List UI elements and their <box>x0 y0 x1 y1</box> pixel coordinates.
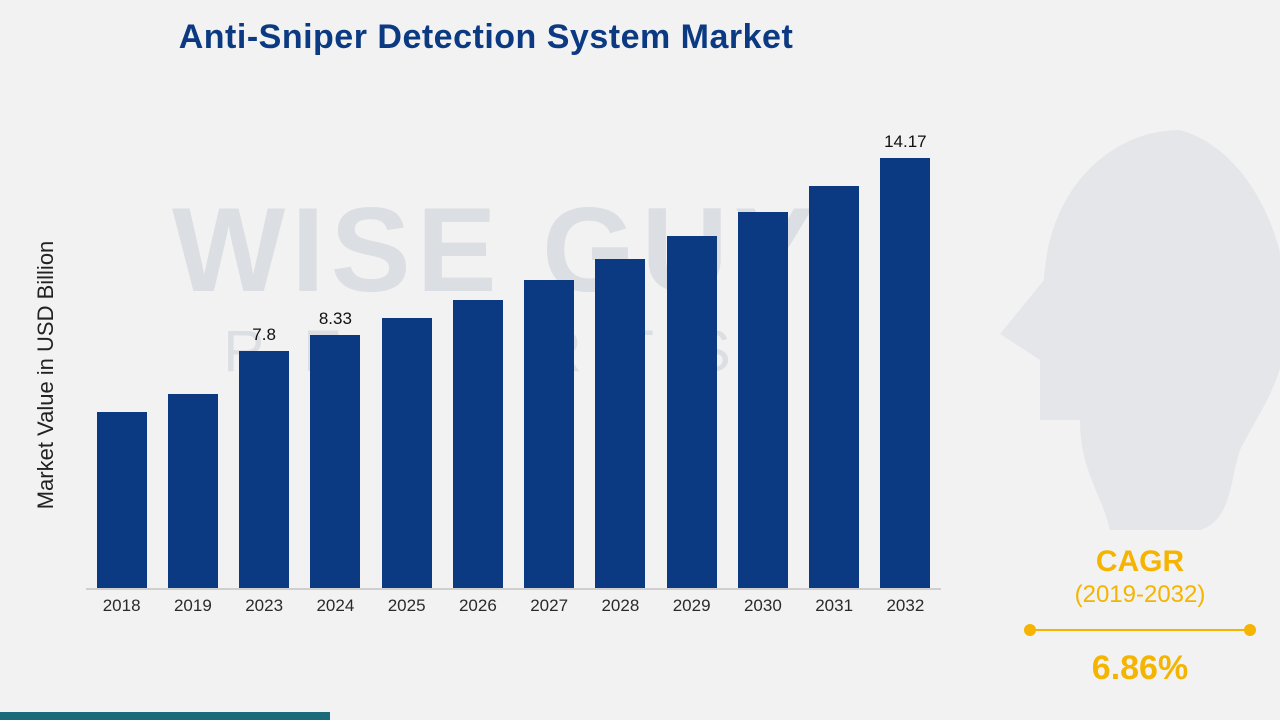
page-root: WISE GUY REPORTS <box>0 0 1280 720</box>
bar-category-label: 2019 <box>157 596 228 616</box>
y-axis-label: Market Value in USD Billion <box>33 241 59 510</box>
bar <box>738 212 788 588</box>
right-panel: WISE GUY REPORTS <box>970 0 1280 720</box>
bar-slot: 14.172032 <box>870 148 941 588</box>
chart-title: Anti-Sniper Detection System Market <box>6 18 966 57</box>
bar <box>880 158 930 588</box>
bar-category-label: 2027 <box>514 596 585 616</box>
bar-slot: 2030 <box>727 148 798 588</box>
bar-category-label: 2031 <box>799 596 870 616</box>
cagr-value: 6.86% <box>1000 649 1280 688</box>
bar-slot: 2025 <box>371 148 442 588</box>
bar-category-label: 2030 <box>727 596 798 616</box>
bar-category-label: 2025 <box>371 596 442 616</box>
bar <box>809 186 859 588</box>
chart-card: Anti-Sniper Detection System Market WISE… <box>6 0 966 710</box>
bar <box>453 300 503 588</box>
bar-slot: 2019 <box>157 148 228 588</box>
bar-value-label: 7.8 <box>229 325 300 345</box>
bar-slot: 2027 <box>514 148 585 588</box>
bar-slot: 8.332024 <box>300 148 371 588</box>
bar-slot: 2031 <box>799 148 870 588</box>
bar-slot: 2026 <box>442 148 513 588</box>
bar <box>310 335 360 588</box>
bar-value-label: 14.17 <box>870 132 941 152</box>
bar-chart-plot: 201820197.820238.33202420252026202720282… <box>86 150 941 590</box>
bottom-accent-strip <box>0 712 330 720</box>
cagr-period: (2019-2032) <box>1000 581 1280 609</box>
bar-slot: 2028 <box>585 148 656 588</box>
bar-category-label: 2018 <box>86 596 157 616</box>
cagr-divider <box>1030 629 1250 631</box>
bar-category-label: 2032 <box>870 596 941 616</box>
bar <box>667 236 717 588</box>
bar <box>168 394 218 588</box>
bar-slot: 7.82023 <box>229 148 300 588</box>
bar <box>97 412 147 588</box>
bar <box>595 259 645 588</box>
bar <box>382 318 432 588</box>
bar-category-label: 2023 <box>229 596 300 616</box>
bar-slot: 2029 <box>656 148 727 588</box>
bar <box>239 351 289 588</box>
bar-category-label: 2028 <box>585 596 656 616</box>
cagr-title: CAGR <box>1000 545 1280 579</box>
bar-value-label: 8.33 <box>300 309 371 329</box>
bar-slot: 2018 <box>86 148 157 588</box>
bar-category-label: 2026 <box>442 596 513 616</box>
bar <box>524 280 574 588</box>
bar-category-label: 2029 <box>656 596 727 616</box>
bar-category-label: 2024 <box>300 596 371 616</box>
cagr-block: CAGR (2019-2032) 6.86% <box>1000 545 1280 688</box>
